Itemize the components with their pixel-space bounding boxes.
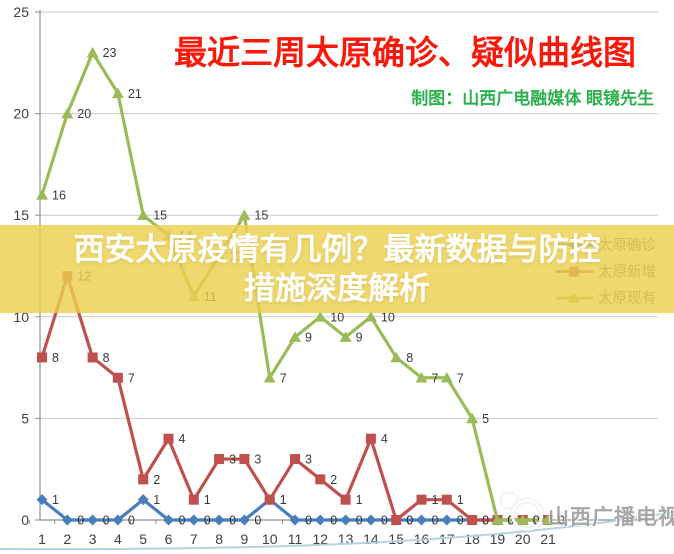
svg-text:0: 0	[558, 514, 565, 528]
svg-text:8: 8	[406, 351, 413, 365]
svg-text:0: 0	[432, 514, 439, 528]
svg-text:1: 1	[38, 531, 46, 547]
svg-text:1: 1	[52, 493, 59, 507]
svg-text:0: 0	[128, 514, 135, 528]
svg-text:14: 14	[363, 531, 379, 547]
svg-text:1: 1	[204, 493, 211, 507]
svg-text:2: 2	[330, 473, 337, 487]
svg-text:9: 9	[356, 331, 363, 345]
bottom-swoosh-line	[0, 511, 674, 551]
svg-text:10: 10	[381, 310, 395, 324]
svg-text:0: 0	[406, 514, 413, 528]
svg-text:1: 1	[280, 493, 287, 507]
svg-text:5: 5	[139, 531, 147, 547]
svg-text:15: 15	[13, 207, 29, 223]
broadcaster-watermark: 山西广播电视台	[498, 490, 674, 534]
svg-text:0: 0	[381, 514, 388, 528]
svg-text:0: 0	[103, 514, 110, 528]
svg-text:0: 0	[482, 514, 489, 528]
svg-text:10: 10	[330, 310, 344, 324]
svg-text:0: 0	[356, 514, 363, 528]
svg-text:4: 4	[381, 432, 388, 446]
svg-text:1: 1	[153, 493, 160, 507]
svg-text:0: 0	[254, 514, 261, 528]
svg-text:7: 7	[457, 371, 464, 385]
svg-text:25: 25	[13, 4, 29, 20]
svg-text:1: 1	[432, 493, 439, 507]
svg-text:4: 4	[114, 531, 122, 547]
svg-text:3: 3	[254, 453, 261, 467]
svg-text:11: 11	[288, 531, 303, 547]
svg-text:0: 0	[406, 514, 413, 528]
svg-text:0: 0	[77, 514, 84, 528]
svg-text:18: 18	[464, 531, 480, 547]
svg-text:21: 21	[540, 531, 556, 547]
svg-text:12: 12	[313, 531, 329, 547]
banner-text-line2: 措施深度解析	[244, 271, 430, 306]
svg-text:0: 0	[21, 512, 29, 528]
svg-text:0: 0	[507, 514, 514, 528]
svg-text:5: 5	[482, 412, 489, 426]
svg-text:4: 4	[179, 432, 186, 446]
svg-text:3: 3	[229, 453, 236, 467]
svg-text:7: 7	[128, 371, 135, 385]
svg-text:0: 0	[229, 514, 236, 528]
svg-text:0: 0	[305, 514, 312, 528]
svg-text:20: 20	[515, 531, 531, 547]
svg-text:3: 3	[305, 453, 312, 467]
svg-text:16: 16	[52, 188, 66, 202]
svg-text:0: 0	[457, 514, 464, 528]
svg-text:21: 21	[128, 87, 142, 101]
svg-text:1: 1	[356, 493, 363, 507]
chart-title: 最近三周太原确诊、疑似曲线图	[174, 34, 636, 71]
svg-text:0: 0	[558, 514, 565, 528]
svg-text:0: 0	[179, 514, 186, 528]
svg-text:0: 0	[330, 514, 337, 528]
svg-text:6: 6	[165, 531, 173, 547]
svg-text:15: 15	[153, 209, 167, 223]
svg-text:8: 8	[52, 351, 59, 365]
svg-text:8: 8	[215, 531, 223, 547]
data-labels-太原现有: 16202321151411131579109108775000	[52, 46, 565, 527]
banner-text-line1: 西安太原疫情有几例？最新数据与防控	[73, 232, 601, 267]
svg-text:7: 7	[190, 531, 198, 547]
svg-text:2: 2	[153, 473, 160, 487]
overlay-banner: 西安太原疫情有几例？最新数据与防控 措施深度解析	[0, 225, 674, 313]
shanxi-broadcast-logo-icon	[498, 490, 546, 534]
svg-text:15: 15	[388, 531, 404, 547]
svg-text:0: 0	[204, 514, 211, 528]
svg-text:1: 1	[280, 493, 287, 507]
svg-text:20: 20	[77, 107, 91, 121]
svg-text:20: 20	[13, 106, 29, 122]
chart-subtitle: 制图：山西广电融媒体 眼镜先生	[411, 89, 654, 108]
svg-text:7: 7	[432, 371, 439, 385]
svg-text:23: 23	[103, 46, 117, 60]
svg-text:1: 1	[457, 493, 464, 507]
watermark-text: 山西广播电视台	[548, 506, 674, 529]
svg-text:2: 2	[63, 531, 71, 547]
svg-text:15: 15	[254, 209, 268, 223]
svg-text:5: 5	[21, 410, 29, 426]
svg-text:9: 9	[241, 531, 249, 547]
svg-text:7: 7	[280, 371, 287, 385]
svg-text:8: 8	[103, 351, 110, 365]
svg-text:10: 10	[262, 531, 278, 547]
svg-text:3: 3	[89, 531, 97, 547]
svg-text:0: 0	[558, 514, 565, 528]
svg-text:9: 9	[305, 331, 312, 345]
